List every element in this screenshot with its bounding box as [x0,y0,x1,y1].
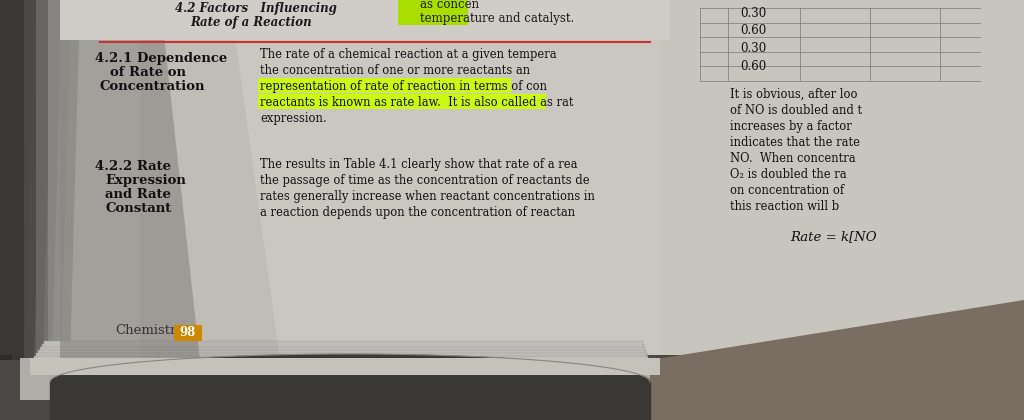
Bar [398,0,468,25]
Text: reactants is known as rate law.  It is also called as rat: reactants is known as rate law. It is al… [260,96,573,109]
Text: of Rate on: of Rate on [110,66,186,79]
Text: 4.2 Factors   Influencing: 4.2 Factors Influencing [175,2,337,15]
Polygon shape [36,0,62,360]
Text: 0.30: 0.30 [740,42,766,55]
Text: 4.2.2 Rate: 4.2.2 Rate [95,160,171,173]
Text: the concentration of one or more reactants an: the concentration of one or more reactan… [260,64,530,77]
Text: a reaction depends upon the concentration of reactan: a reaction depends upon the concentratio… [260,206,575,219]
Text: Concentration: Concentration [100,80,206,93]
Bar [415,0,465,22]
FancyBboxPatch shape [174,325,202,341]
Text: as concen: as concen [420,0,479,11]
Text: 0.30: 0.30 [740,7,766,20]
Text: expression.: expression. [260,112,327,125]
Polygon shape [60,0,80,360]
Text: on concentration of: on concentration of [730,184,844,197]
Text: Rate of a Reaction: Rate of a Reaction [190,16,311,29]
Bar [40,347,645,353]
Text: Expression: Expression [105,174,186,187]
Bar [42,344,644,350]
Bar [258,94,546,109]
Polygon shape [140,0,280,360]
Text: 98: 98 [180,326,197,339]
Bar [258,78,511,93]
Text: Rate = k[NO: Rate = k[NO [790,230,877,243]
Text: The results in Table 4.1 clearly show that rate of a rea: The results in Table 4.1 clearly show th… [260,158,578,171]
Text: the passage of time as the concentration of reactants de: the passage of time as the concentration… [260,174,590,187]
Text: and Rate: and Rate [105,188,171,201]
Text: 0.60: 0.60 [740,24,766,37]
Bar [44,341,643,347]
Bar [0,355,1024,420]
Bar [36,353,647,359]
Text: NO.  When concentra: NO. When concentra [730,152,856,165]
Text: 4.2.1 Dependence: 4.2.1 Dependence [95,52,227,65]
Polygon shape [60,0,200,360]
Text: Chemistry: Chemistry [115,324,184,337]
Polygon shape [0,0,35,360]
Text: Constant: Constant [105,202,171,215]
Text: indicates that the rate: indicates that the rate [730,136,860,149]
Polygon shape [30,358,660,375]
Bar [34,356,648,362]
Text: O₂ is doubled the ra: O₂ is doubled the ra [730,168,847,181]
Bar [0,0,1024,360]
Bar [30,362,650,368]
Bar [32,359,649,365]
Polygon shape [48,0,71,360]
Text: this reaction will b: this reaction will b [730,200,839,213]
Text: of NO is doubled and t: of NO is doubled and t [730,104,862,117]
Text: temperature and catalyst.: temperature and catalyst. [420,12,574,25]
Polygon shape [650,300,1024,420]
Text: The rate of a chemical reaction at a given tempera: The rate of a chemical reaction at a giv… [260,48,557,61]
Polygon shape [24,0,53,360]
Bar [38,350,646,356]
Polygon shape [20,358,680,400]
Text: increases by a factor: increases by a factor [730,120,852,133]
Bar [60,0,670,40]
Text: 0.60: 0.60 [740,60,766,73]
Polygon shape [12,0,44,360]
Text: rates generally increase when reactant concentrations in: rates generally increase when reactant c… [260,190,595,203]
Bar [660,0,1024,360]
Text: representation of rate of reaction in terms of con: representation of rate of reaction in te… [260,80,547,93]
Text: It is obvious, after loo: It is obvious, after loo [730,88,857,101]
